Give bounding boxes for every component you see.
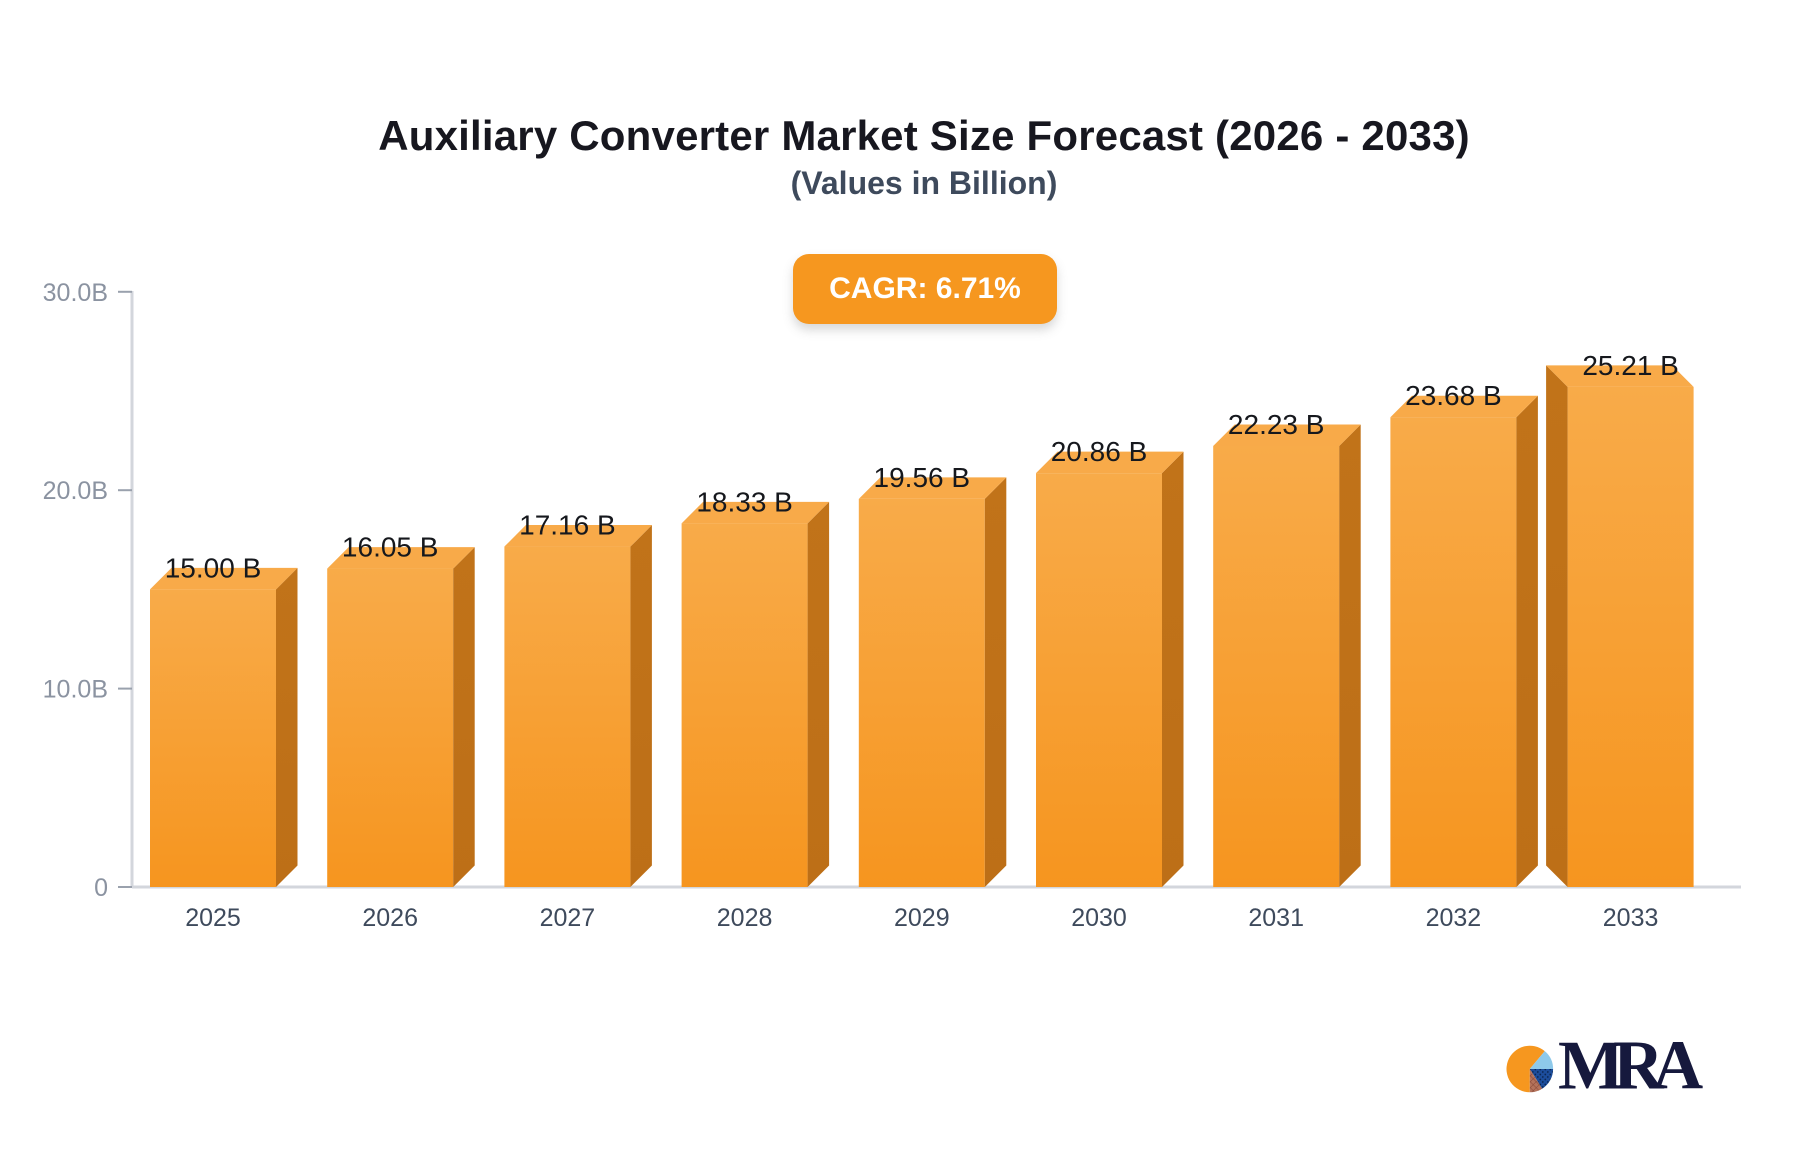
svg-text:16.05 B: 16.05 B xyxy=(342,532,439,563)
svg-text:2033: 2033 xyxy=(1603,904,1659,932)
svg-text:2027: 2027 xyxy=(540,904,596,932)
svg-text:25.21 B: 25.21 B xyxy=(1582,350,1679,381)
svg-text:20.86 B: 20.86 B xyxy=(1051,436,1148,467)
svg-text:18.33 B: 18.33 B xyxy=(696,486,793,517)
svg-text:2028: 2028 xyxy=(717,904,773,932)
svg-text:2029: 2029 xyxy=(894,904,950,932)
svg-text:15.00 B: 15.00 B xyxy=(165,552,262,583)
svg-text:2032: 2032 xyxy=(1426,904,1482,932)
svg-text:2030: 2030 xyxy=(1071,904,1127,932)
svg-text:23.68 B: 23.68 B xyxy=(1405,380,1502,411)
svg-text:19.56 B: 19.56 B xyxy=(874,462,971,493)
svg-text:2025: 2025 xyxy=(185,904,241,932)
svg-text:2026: 2026 xyxy=(362,904,418,932)
svg-text:30.0B: 30.0B xyxy=(43,279,108,307)
svg-text:22.23 B: 22.23 B xyxy=(1228,409,1325,440)
svg-text:10.0B: 10.0B xyxy=(43,676,108,704)
svg-text:2031: 2031 xyxy=(1248,904,1304,932)
svg-text:20.0B: 20.0B xyxy=(43,477,108,505)
svg-text:17.16 B: 17.16 B xyxy=(519,510,616,541)
svg-text:0: 0 xyxy=(94,874,108,902)
svg-text:MRA: MRA xyxy=(1558,1040,1704,1100)
